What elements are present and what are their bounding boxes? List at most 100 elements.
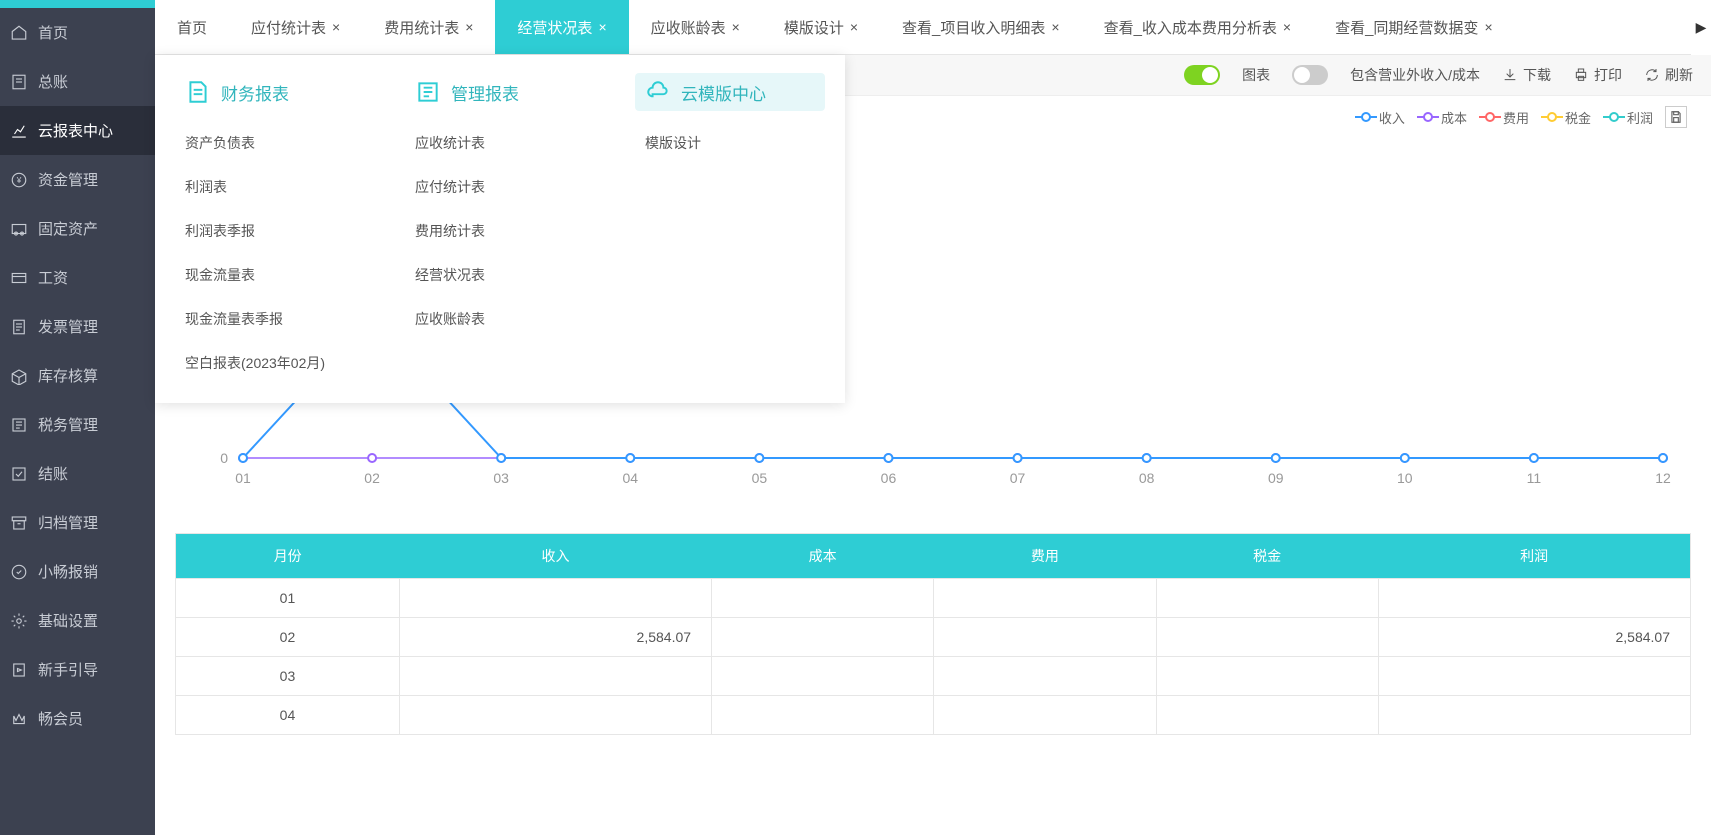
close-icon [10, 465, 28, 483]
dropdown-item[interactable]: 费用统计表 [405, 209, 595, 253]
report-icon [185, 79, 211, 105]
dropdown-item[interactable]: 经营状况表 [405, 253, 595, 297]
tab-close-icon[interactable]: × [1051, 19, 1059, 35]
tab-scroll-right[interactable]: ◀ [1691, 0, 1711, 55]
sidebar-item-label: 工资 [38, 267, 68, 288]
x-axis-label: 10 [1397, 470, 1413, 486]
table-cell [712, 579, 934, 618]
x-axis-label: 03 [493, 470, 509, 486]
tab-close-icon[interactable]: × [332, 19, 340, 35]
sidebar-item-ledger[interactable]: 总账 [0, 57, 155, 106]
dropdown-item[interactable]: 应付统计表 [405, 165, 595, 209]
income-point [1014, 454, 1022, 462]
download-button[interactable]: 下载 [1502, 65, 1551, 85]
dropdown-header[interactable]: 财务报表 [175, 73, 365, 111]
tab-模版设计[interactable]: 模版设计× [762, 0, 880, 55]
sidebar-item-expense[interactable]: 小畅报销 [0, 547, 155, 596]
income-point [1401, 454, 1409, 462]
sidebar-item-vip[interactable]: 畅会员 [0, 694, 155, 743]
sidebar-item-label: 固定资产 [38, 218, 98, 239]
tab-应付统计表[interactable]: 应付统计表× [229, 0, 362, 55]
vip-icon [10, 710, 28, 728]
table-header: 成本 [712, 534, 934, 579]
table-cell: 03 [176, 657, 400, 696]
tab-close-icon[interactable]: × [1484, 19, 1492, 35]
include-external-label: 包含营业外收入/成本 [1350, 65, 1480, 85]
sidebar-item-guide[interactable]: 新手引导 [0, 645, 155, 694]
sidebar-item-label: 首页 [38, 22, 68, 43]
tab-close-icon[interactable]: × [598, 19, 606, 35]
dropdown-item[interactable]: 利润表季报 [175, 209, 365, 253]
chart-toggle[interactable] [1184, 65, 1220, 85]
tab-close-icon[interactable]: × [1283, 19, 1291, 35]
dropdown-header[interactable]: 云模版中心 [635, 73, 825, 111]
legend-marker-icon [1479, 111, 1501, 123]
table-row: 022,584.072,584.07 [176, 618, 1691, 657]
dropdown-header[interactable]: 管理报表 [405, 73, 595, 111]
sidebar-item-salary[interactable]: 工资 [0, 253, 155, 302]
legend-label: 收入 [1379, 108, 1405, 127]
tab-经营状况表[interactable]: 经营状况表× [495, 0, 628, 55]
dropdown-item[interactable]: 现金流量表季报 [175, 297, 365, 341]
dropdown-item[interactable]: 空白报表(2023年02月) [175, 341, 365, 385]
ledger-icon [10, 73, 28, 91]
dropdown-header-label: 管理报表 [451, 80, 519, 105]
dropdown-column: 云模版中心模版设计 [615, 73, 845, 385]
print-button[interactable]: 打印 [1573, 65, 1622, 85]
sidebar-item-money[interactable]: ¥资金管理 [0, 155, 155, 204]
sidebar-item-label: 小畅报销 [38, 561, 98, 582]
include-external-toggle[interactable] [1292, 65, 1328, 85]
baseline-point [368, 454, 376, 462]
income-point [239, 454, 247, 462]
sidebar-item-stock[interactable]: 库存核算 [0, 351, 155, 400]
x-axis-label: 11 [1527, 470, 1542, 486]
tab-查看_同期经营数据变[interactable]: 查看_同期经营数据变× [1313, 0, 1515, 55]
tab-费用统计表[interactable]: 费用统计表× [362, 0, 495, 55]
sidebar-item-home[interactable]: 首页 [0, 8, 155, 57]
tab-应收账龄表[interactable]: 应收账龄表× [629, 0, 762, 55]
sidebar-item-close[interactable]: 结账 [0, 449, 155, 498]
tab-label: 查看_项目收入明细表 [902, 17, 1045, 38]
table-cell: 2,584.07 [399, 618, 711, 657]
table-cell: 02 [176, 618, 400, 657]
download-label: 下载 [1523, 65, 1551, 85]
dropdown-item[interactable]: 利润表 [175, 165, 365, 209]
home-icon [10, 24, 28, 42]
sidebar-item-asset[interactable]: 固定资产 [0, 204, 155, 253]
sidebar-item-settings[interactable]: 基础设置 [0, 596, 155, 645]
x-axis-label: 06 [881, 470, 897, 486]
legend-item-税金[interactable]: 税金 [1541, 108, 1591, 127]
income-point [626, 454, 634, 462]
tab-查看_项目收入明细表[interactable]: 查看_项目收入明细表 × [880, 0, 1082, 55]
refresh-button[interactable]: 刷新 [1644, 65, 1693, 85]
download-icon [1502, 67, 1518, 83]
tab-close-icon[interactable]: × [732, 19, 740, 35]
sidebar-item-chart[interactable]: 云报表中心 [0, 106, 155, 155]
dropdown-item[interactable]: 现金流量表 [175, 253, 365, 297]
tab-查看_收入成本费用分析表[interactable]: 查看_收入成本费用分析表× [1082, 0, 1314, 55]
dropdown-item[interactable]: 模版设计 [635, 121, 825, 165]
table-cell [934, 618, 1156, 657]
table-row: 03 [176, 657, 1691, 696]
legend-item-成本[interactable]: 成本 [1417, 108, 1467, 127]
chart-save-button[interactable] [1665, 106, 1687, 128]
sidebar-item-label: 基础设置 [38, 610, 98, 631]
sidebar-item-archive[interactable]: 归档管理 [0, 498, 155, 547]
legend-item-费用[interactable]: 费用 [1479, 108, 1529, 127]
tab-close-icon[interactable]: × [850, 19, 858, 35]
income-point [1272, 454, 1280, 462]
legend-marker-icon [1603, 111, 1625, 123]
table-cell [399, 657, 711, 696]
legend-item-利润[interactable]: 利润 [1603, 108, 1653, 127]
tab-close-icon[interactable]: × [465, 19, 473, 35]
dropdown-item[interactable]: 应收统计表 [405, 121, 595, 165]
tab-首页[interactable]: 首页 [155, 0, 229, 55]
dropdown-header-label: 财务报表 [221, 80, 289, 105]
dropdown-item[interactable]: 资产负债表 [175, 121, 365, 165]
sidebar-brand-bar [0, 0, 155, 8]
legend-item-收入[interactable]: 收入 [1355, 108, 1405, 127]
sidebar-item-tax[interactable]: 税务管理 [0, 400, 155, 449]
sidebar-item-invoice[interactable]: 发票管理 [0, 302, 155, 351]
data-table: 月份收入成本费用税金利润 01022,584.072,584.070304 [175, 533, 1691, 735]
dropdown-item[interactable]: 应收账龄表 [405, 297, 595, 341]
